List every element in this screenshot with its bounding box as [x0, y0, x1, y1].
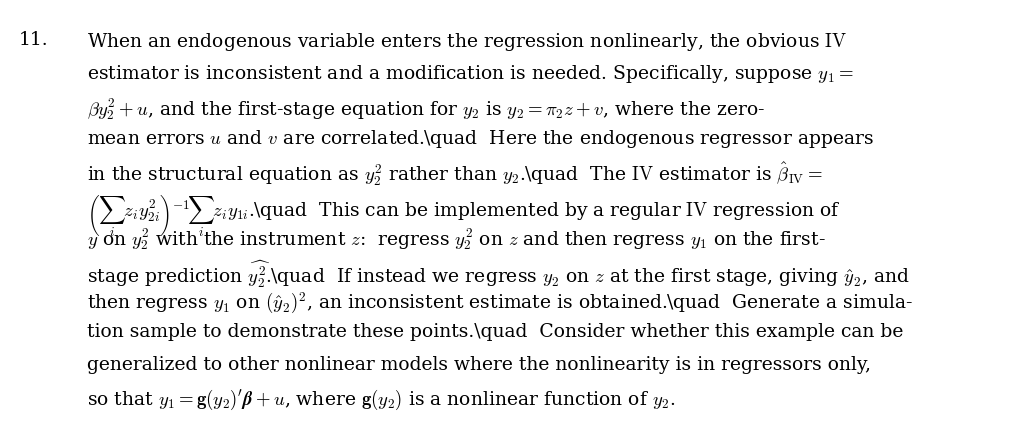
Text: generalized to other nonlinear models where the nonlinearity is in regressors on: generalized to other nonlinear models wh… — [87, 355, 871, 373]
Text: then regress $y_1$ on $(\hat{y}_2)^2$, an inconsistent estimate is obtained.\qua: then regress $y_1$ on $(\hat{y}_2)^2$, a… — [87, 290, 913, 315]
Text: mean errors $u$ and $v$ are correlated.\quad  Here the endogenous regressor appe: mean errors $u$ and $v$ are correlated.\… — [87, 128, 874, 150]
Text: so that $y_1 = \mathbf{g}(y_2)'\boldsymbol{\beta} + u$, where $\mathbf{g}(y_2)$ : so that $y_1 = \mathbf{g}(y_2)'\boldsymb… — [87, 387, 675, 411]
Text: $y$ on $y_2^2$ with the instrument $z$:  regress $y_2^2$ on $z$ and then regress: $y$ on $y_2^2$ with the instrument $z$: … — [87, 225, 825, 251]
Text: $\left(\sum_i z_i y_{2i}^2\right)^{-1}\!\sum_i z_i y_{1i}$.\quad  This can be im: $\left(\sum_i z_i y_{2i}^2\right)^{-1}\!… — [87, 193, 841, 238]
Text: tion sample to demonstrate these points.\quad  Consider whether this example can: tion sample to demonstrate these points.… — [87, 322, 903, 340]
Text: stage prediction $\widehat{y_2^2}$.\quad  If instead we regress $y_2$ on $z$ at : stage prediction $\widehat{y_2^2}$.\quad… — [87, 258, 910, 289]
Text: $\beta y_2^2 + u$, and the first-stage equation for $y_2$ is $y_2 = \pi_{2}z + v: $\beta y_2^2 + u$, and the first-stage e… — [87, 95, 765, 121]
Text: estimator is inconsistent and a modification is needed. Specifically, suppose $y: estimator is inconsistent and a modifica… — [87, 63, 854, 85]
Text: in the structural equation as $y_2^2$ rather than $y_2$.\quad  The $\mathrm{IV}$: in the structural equation as $y_2^2$ ra… — [87, 160, 823, 187]
Text: When an endogenous variable enters the regression nonlinearly, the obvious $\mat: When an endogenous variable enters the r… — [87, 31, 847, 53]
Text: 11.: 11. — [18, 31, 48, 49]
